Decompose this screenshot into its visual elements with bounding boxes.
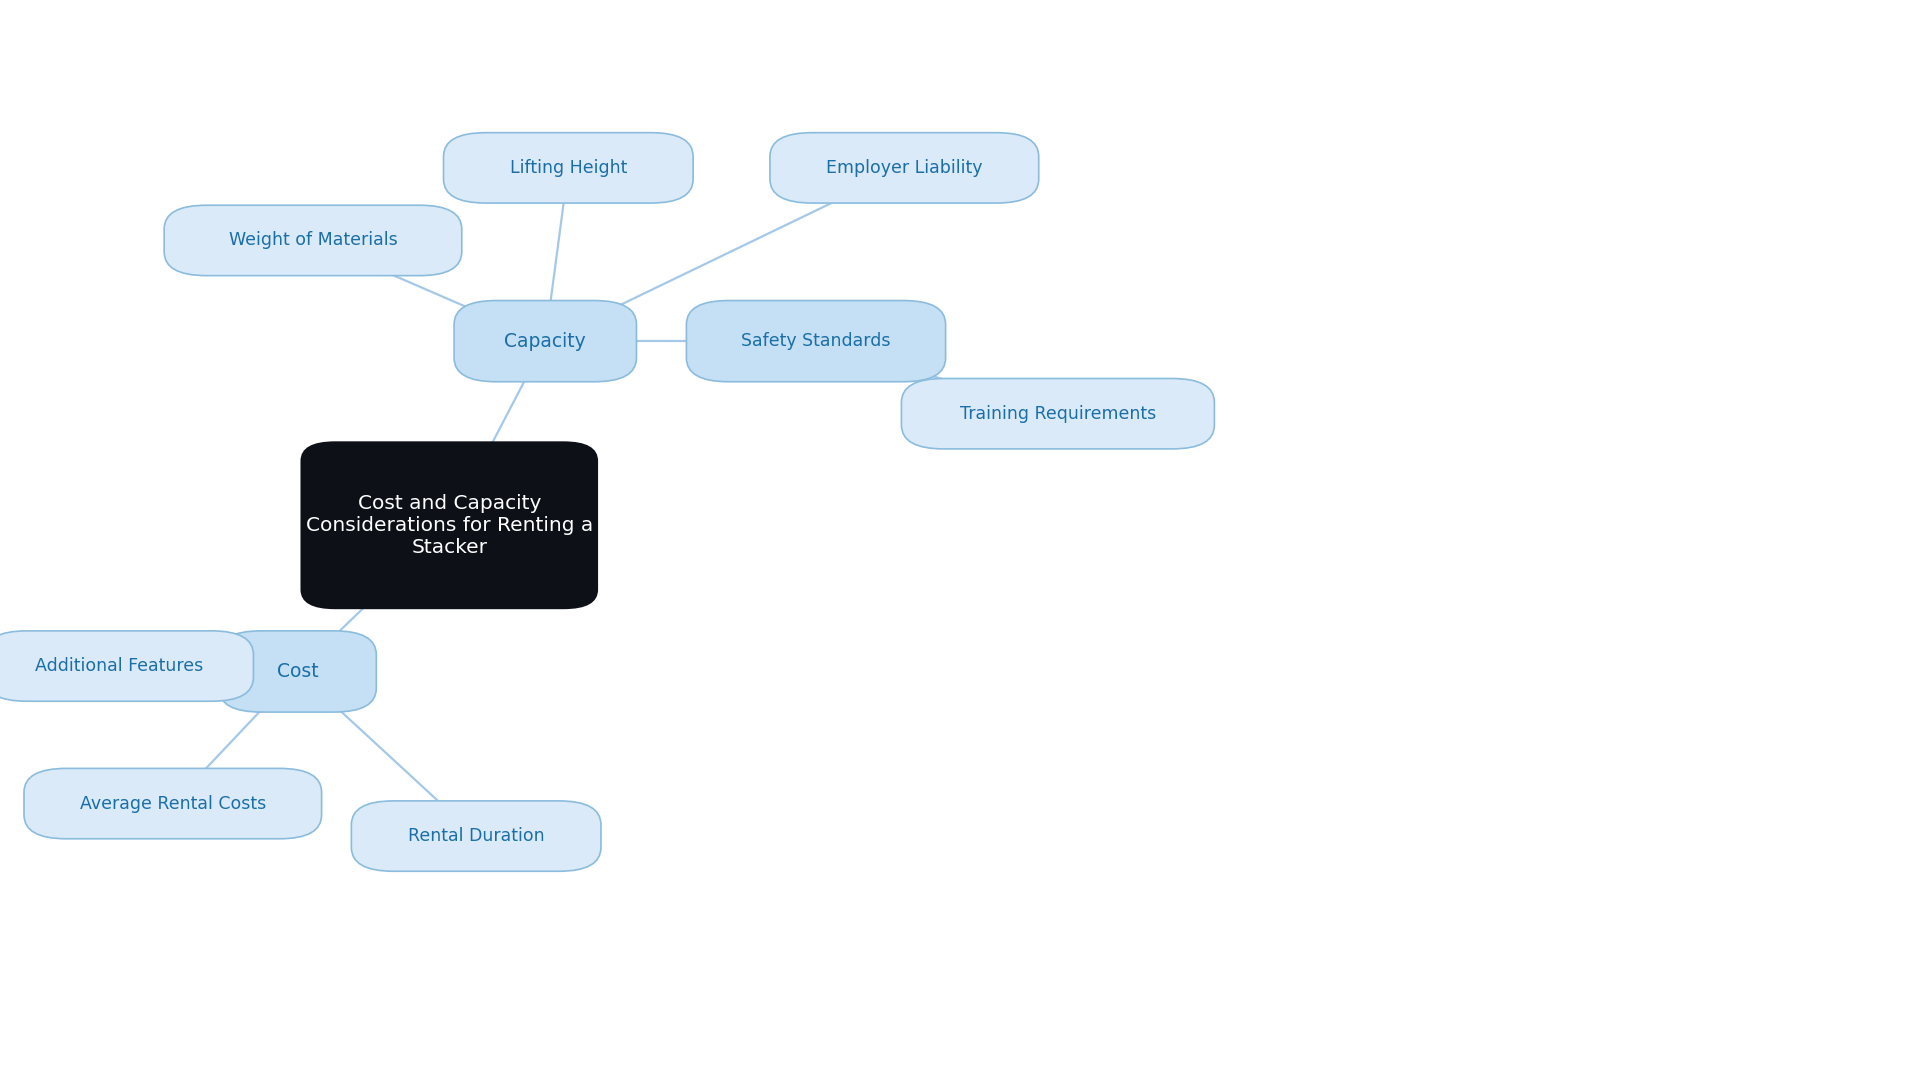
Text: Safety Standards: Safety Standards (741, 332, 891, 350)
FancyBboxPatch shape (770, 133, 1039, 204)
Text: Lifting Height: Lifting Height (509, 159, 628, 177)
FancyBboxPatch shape (444, 133, 693, 204)
Text: Weight of Materials: Weight of Materials (228, 232, 397, 249)
Text: Additional Features: Additional Features (35, 657, 204, 675)
FancyBboxPatch shape (351, 801, 601, 871)
Text: Employer Liability: Employer Liability (826, 159, 983, 177)
FancyBboxPatch shape (301, 442, 599, 609)
FancyBboxPatch shape (23, 769, 321, 838)
Text: Training Requirements: Training Requirements (960, 405, 1156, 422)
FancyBboxPatch shape (219, 630, 376, 713)
Text: Capacity: Capacity (505, 331, 586, 351)
FancyBboxPatch shape (902, 378, 1215, 448)
Text: Cost and Capacity
Considerations for Renting a
Stacker: Cost and Capacity Considerations for Ren… (305, 494, 593, 557)
FancyBboxPatch shape (165, 206, 461, 275)
FancyBboxPatch shape (0, 630, 253, 702)
FancyBboxPatch shape (453, 300, 637, 381)
Text: Cost: Cost (276, 662, 319, 681)
Text: Average Rental Costs: Average Rental Costs (79, 795, 267, 812)
Text: Rental Duration: Rental Duration (407, 827, 545, 845)
FancyBboxPatch shape (687, 300, 945, 381)
